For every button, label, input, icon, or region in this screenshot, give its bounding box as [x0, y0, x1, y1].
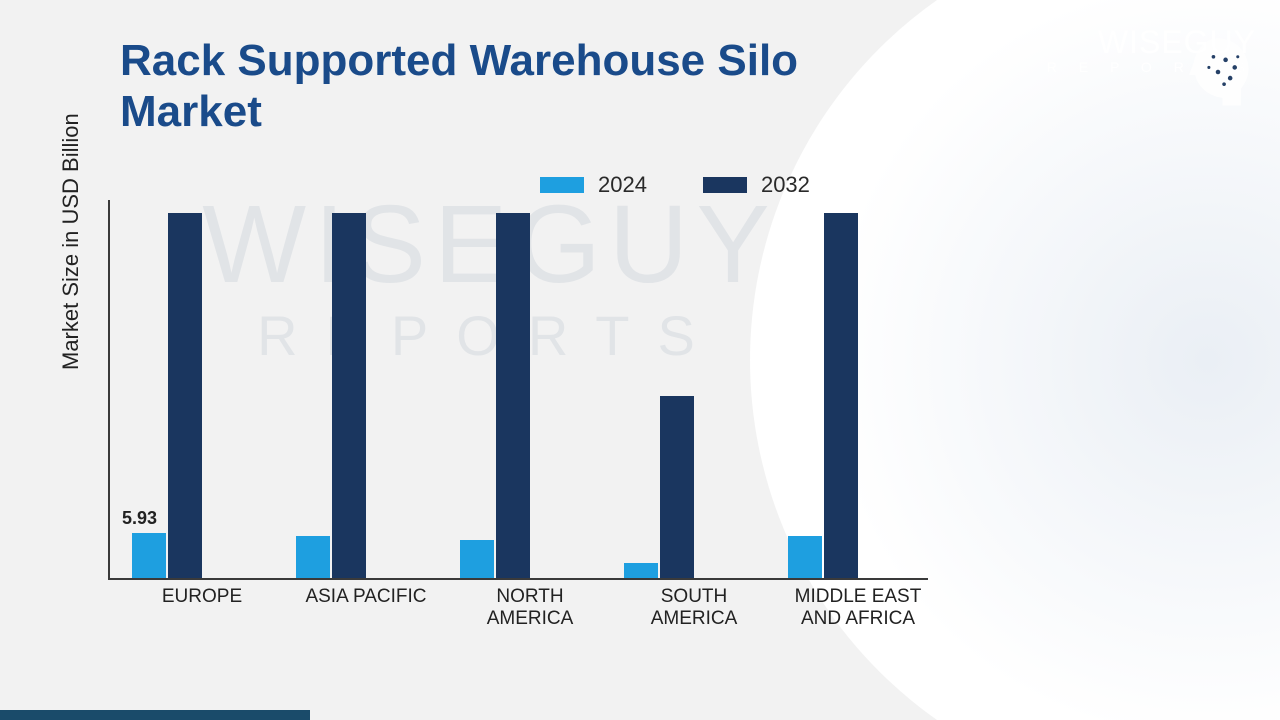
- legend-label: 2024: [598, 172, 647, 198]
- legend-swatch-2024: [540, 177, 584, 193]
- bar-group: SOUTH AMERICA: [624, 200, 764, 580]
- legend: 2024 2032: [540, 172, 810, 198]
- chart-plot-area: EUROPEASIA PACIFICNORTH AMERICASOUTH AME…: [108, 200, 928, 580]
- bar-group: MIDDLE EAST AND AFRICA: [788, 200, 928, 580]
- x-axis-tick-label: MIDDLE EAST AND AFRICA: [783, 580, 933, 630]
- chart-title: Rack Supported Warehouse Silo Market: [120, 36, 820, 137]
- x-axis-tick-label: ASIA PACIFIC: [291, 580, 441, 608]
- bar: [624, 563, 658, 578]
- legend-label: 2032: [761, 172, 810, 198]
- x-axis-tick-label: SOUTH AMERICA: [619, 580, 769, 630]
- footer-accent-bar: [0, 710, 310, 720]
- bar: [332, 213, 366, 578]
- x-axis-tick-label: NORTH AMERICA: [455, 580, 605, 630]
- bar: [496, 213, 530, 578]
- y-axis-line: [108, 200, 110, 580]
- bar-value-label: 5.93: [122, 508, 157, 529]
- head-icon: [1180, 34, 1256, 110]
- legend-item: 2024: [540, 172, 647, 198]
- bar: [168, 213, 202, 578]
- bar: [132, 533, 166, 578]
- bar-group: ASIA PACIFIC: [296, 200, 436, 580]
- legend-item: 2032: [703, 172, 810, 198]
- logo-text-a: WISE: [1098, 24, 1184, 60]
- legend-swatch-2032: [703, 177, 747, 193]
- brand-logo: WISEGUY R E P O R T S: [1016, 24, 1256, 75]
- chart-canvas: WISEGUY R E P O R T S WISEGUYREPORTS Rac…: [0, 0, 1280, 720]
- bar-group: NORTH AMERICA: [460, 200, 600, 580]
- bar: [460, 540, 494, 578]
- bar: [788, 536, 822, 578]
- bar: [824, 213, 858, 578]
- bar: [660, 396, 694, 578]
- x-axis-tick-label: EUROPE: [127, 580, 277, 608]
- bar: [296, 536, 330, 578]
- y-axis-label: Market Size in USD Billion: [58, 113, 84, 370]
